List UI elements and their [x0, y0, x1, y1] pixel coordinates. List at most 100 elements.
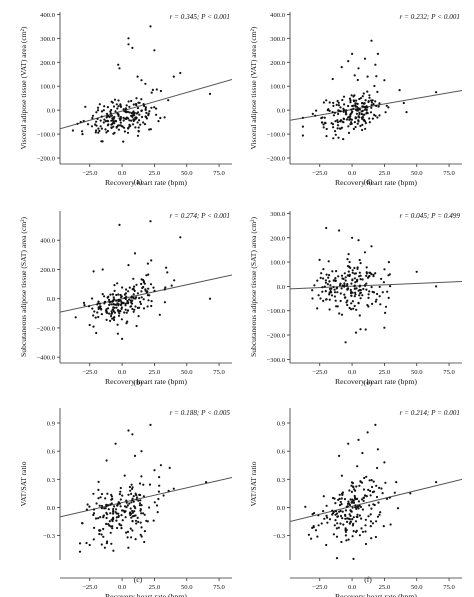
data-point	[164, 286, 167, 289]
data-point	[372, 103, 375, 106]
data-point	[348, 273, 351, 276]
y-tick-label: 100.0	[40, 84, 56, 91]
data-point	[351, 104, 354, 108]
data-point	[368, 121, 371, 124]
data-point	[352, 99, 355, 102]
data-point	[148, 128, 151, 131]
data-point	[316, 307, 319, 310]
data-point	[319, 297, 322, 300]
data-point	[127, 100, 130, 103]
data-point	[105, 318, 108, 321]
data-point	[343, 285, 346, 288]
data-point	[347, 125, 350, 128]
data-point	[364, 494, 367, 497]
data-point	[354, 504, 357, 507]
data-point	[350, 490, 353, 493]
data-point	[345, 109, 348, 112]
data-point	[120, 307, 123, 310]
panel-a: −200.0 −100.0 0.0 100.0 200.0 300.0 400.0 −25.0…	[19, 12, 232, 187]
data-point	[126, 504, 129, 507]
data-point	[111, 101, 114, 104]
data-point	[335, 305, 338, 308]
data-point	[100, 504, 104, 508]
data-point	[112, 310, 115, 313]
data-point	[357, 438, 360, 441]
data-point	[328, 308, 331, 311]
y-tick-label: −0.3	[273, 533, 286, 540]
data-point	[337, 526, 340, 529]
data-point	[336, 515, 339, 518]
x-tick-label: −25.0	[82, 170, 98, 177]
data-point	[112, 125, 115, 128]
data-point	[369, 489, 372, 493]
data-point	[130, 119, 133, 122]
data-point	[139, 508, 142, 511]
data-point	[343, 282, 346, 285]
data-point	[352, 107, 355, 110]
x-tick-label: 75.0	[213, 369, 225, 376]
data-point	[365, 108, 368, 112]
data-point	[334, 133, 337, 136]
data-point	[144, 115, 147, 118]
data-point	[125, 104, 128, 107]
data-point	[358, 271, 361, 274]
data-point	[99, 119, 102, 122]
x-axis-label: Recovery heart rate (bpm)	[335, 592, 417, 597]
data-point	[107, 123, 110, 126]
data-point	[81, 133, 84, 136]
y-axis-label: Visceral adipose tissue (VAT) area (cm²)	[249, 26, 258, 149]
data-point	[353, 74, 356, 77]
data-point	[100, 313, 103, 316]
data-point	[104, 300, 107, 304]
data-point	[368, 271, 371, 274]
data-point	[355, 485, 358, 488]
data-point	[378, 102, 381, 105]
data-point	[324, 290, 327, 293]
data-point	[329, 284, 332, 287]
data-point	[117, 113, 120, 116]
data-point	[367, 296, 370, 299]
data-point	[336, 99, 339, 103]
data-point	[328, 293, 331, 296]
data-point	[365, 266, 368, 269]
x-tick-label: 50.0	[411, 170, 423, 177]
data-point	[338, 284, 342, 287]
data-point	[387, 296, 390, 299]
data-point	[93, 526, 96, 530]
data-point	[140, 98, 143, 101]
data-point	[152, 286, 155, 289]
data-point	[314, 529, 318, 532]
x-tick-label: 50.0	[411, 584, 423, 591]
data-point	[112, 549, 115, 552]
data-point	[115, 306, 118, 309]
data-point	[133, 285, 136, 288]
data-point	[358, 534, 361, 537]
data-point	[334, 519, 337, 522]
data-point	[325, 514, 328, 517]
y-tick-label: 0.3	[47, 477, 56, 484]
data-point	[344, 111, 347, 114]
data-point	[344, 296, 347, 299]
data-point	[149, 283, 153, 286]
data-point	[342, 107, 345, 110]
data-point	[370, 485, 374, 489]
data-point	[338, 504, 342, 507]
data-point	[359, 262, 362, 265]
data-point	[135, 97, 138, 100]
data-point	[374, 100, 377, 103]
data-point	[117, 314, 121, 317]
data-point	[326, 283, 329, 286]
data-point	[78, 550, 82, 553]
data-point	[147, 299, 150, 302]
data-point	[113, 98, 117, 101]
data-point	[335, 527, 338, 530]
data-point	[93, 310, 96, 313]
data-point	[163, 288, 166, 291]
y-tick-label: 0.0	[277, 505, 286, 512]
data-point	[111, 317, 114, 320]
data-point	[370, 106, 373, 109]
data-point	[112, 510, 115, 513]
data-point	[115, 103, 118, 106]
data-point	[106, 106, 109, 109]
data-point	[376, 116, 379, 119]
